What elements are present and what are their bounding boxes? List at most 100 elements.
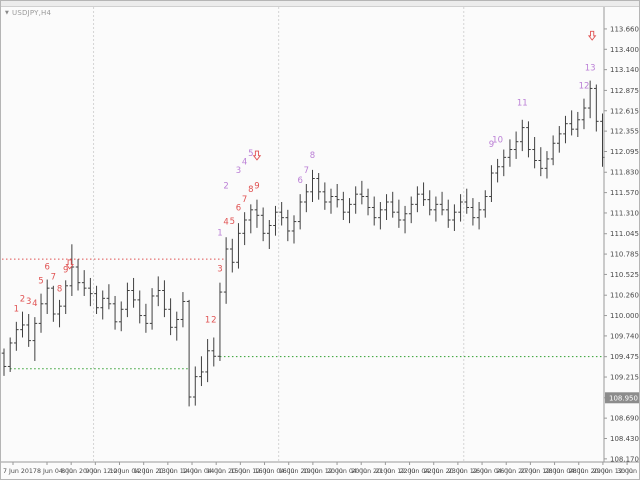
time-axis-label: 14 Jun 20:00 — [206, 468, 246, 475]
time-axis-label: 30 Jun 04:00 — [617, 468, 640, 475]
time-axis-label: 14 Jun 04:00 — [182, 468, 222, 475]
price-axis-label: 110.260 — [610, 292, 639, 300]
ohlc-bar — [69, 244, 75, 296]
ohlc-bar — [353, 186, 358, 214]
ohlc-bar — [390, 191, 396, 218]
time-axis-label: 13 Jun 12:00 — [158, 468, 198, 475]
price-axis-label: 113.660 — [610, 25, 639, 33]
ohlc-bar — [168, 298, 173, 336]
ohlc-bar — [538, 147, 544, 177]
time-axis-label: 8 Jun 20:00 — [61, 468, 97, 475]
time-axis-label: 12 Jun 04:00 — [110, 468, 150, 475]
ohlc-bar — [155, 276, 161, 307]
price-axis-label: 108.430 — [610, 435, 639, 443]
countdown-count-label: 1 — [217, 229, 222, 239]
setup-count-label: 2 — [211, 316, 216, 326]
price-axis-label: 110.525 — [610, 271, 639, 279]
countdown-count-label: 3 — [236, 166, 241, 176]
ohlc-bar — [32, 317, 38, 361]
price-axis-label: 110.000 — [610, 312, 639, 320]
setup-count-label: 7 — [51, 273, 56, 283]
ohlc-bar — [174, 311, 180, 341]
ohlc-bar — [100, 290, 106, 320]
ohlc-bar — [285, 209, 291, 242]
price-axis-label: 111.310 — [610, 209, 639, 217]
ohlc-bar — [371, 196, 377, 226]
ohlc-bar — [26, 313, 31, 347]
time-axis-label: 27 Jun 12:00 — [520, 468, 560, 475]
setup-count-label: 5 — [38, 276, 43, 286]
ohlc-bar — [254, 199, 260, 228]
setup-count-label: 4 — [223, 218, 228, 228]
price-axis-label: 113.400 — [610, 46, 639, 54]
time-axis-label: 16 Jun 20:00 — [279, 468, 319, 475]
time-axis-label: 8 Jun 04:00 — [37, 468, 73, 475]
ohlc-bar — [260, 207, 266, 242]
ohlc-bar — [378, 202, 383, 230]
ohlc-bar — [347, 198, 352, 224]
price-axis-label: 108.170 — [610, 455, 639, 463]
ohlc-bar — [118, 301, 124, 332]
ohlc-bar — [482, 190, 488, 218]
time-axis-label: 23 Jun 12:00 — [448, 468, 488, 475]
countdown-count-label: 4 — [242, 157, 247, 167]
setup-count-label: 6 — [44, 262, 49, 272]
ohlc-bar — [217, 282, 223, 361]
ohlc-bar — [291, 215, 297, 244]
ohlc-bar — [489, 165, 494, 202]
price-axis-label: 110.785 — [610, 251, 639, 259]
price-axis-label: 111.830 — [610, 169, 639, 177]
countdown-count-label: 9 — [489, 140, 494, 150]
price-axis-label: 111.570 — [610, 189, 639, 197]
ohlc-bar — [396, 199, 402, 228]
ohlc-bar — [439, 191, 445, 216]
setup-count-label: 3 — [26, 297, 31, 307]
setup-count-label: 1 — [205, 316, 210, 326]
time-axis-label: 26 Jun 20:00 — [496, 468, 536, 475]
ohlc-bar — [341, 191, 346, 221]
ohlc-bar — [513, 131, 519, 159]
ohlc-bar — [334, 183, 340, 208]
ohlc-bar — [415, 186, 420, 213]
bid-price-tag — [605, 392, 639, 404]
ohlc-bar — [519, 119, 525, 152]
ohlc-bar — [186, 299, 192, 407]
chevron-down-icon: ▼ — [5, 10, 10, 16]
ohlc-bar — [322, 182, 328, 210]
time-axis-label: 20 Jun 04:00 — [327, 468, 367, 475]
time-axis-label: 9 Jun 12:00 — [85, 468, 121, 475]
time-axis-label: 28 Jun 04:00 — [545, 468, 585, 475]
bid-price-value: 108.950 — [609, 394, 638, 402]
ohlc-bar — [304, 183, 309, 213]
symbol-timeframe-text: USDJPY,H4 — [12, 9, 52, 17]
setup-count-label: 6 — [236, 204, 241, 214]
time-axis-label: 19 Jun 12:00 — [303, 468, 343, 475]
ohlc-bar — [501, 149, 507, 177]
setup-count-label: 5 — [230, 217, 235, 227]
price-axis-label: 109.740 — [610, 332, 639, 340]
countdown-count-label: 10 — [492, 135, 503, 145]
ohlc-bar — [236, 223, 241, 269]
setup-count-label: 4 — [32, 299, 37, 309]
ohlc-bar — [310, 169, 315, 202]
time-axis-label: 16 Jun 04:00 — [255, 468, 295, 475]
ohlc-bar — [248, 204, 254, 234]
ohlc-bar — [581, 98, 587, 130]
ohlc-bar — [402, 205, 408, 234]
ohlc-bar — [180, 292, 186, 328]
ohlc-bar — [38, 293, 44, 333]
time-axis-label: 29 Jun 12:00 — [593, 468, 633, 475]
ohlc-bar — [75, 259, 81, 291]
ohlc-bar — [81, 270, 87, 296]
ohlc-bar — [1, 348, 7, 376]
ohlc-bar — [88, 277, 93, 307]
ohlc-bar — [532, 137, 537, 169]
ohlc-bar — [587, 80, 593, 119]
ohlc-bar — [445, 199, 451, 228]
ohlc-bar — [149, 288, 155, 330]
setup-count-label: 7 — [242, 195, 247, 205]
countdown-count-label: 7 — [304, 166, 309, 176]
ohlc-bar — [507, 139, 513, 167]
